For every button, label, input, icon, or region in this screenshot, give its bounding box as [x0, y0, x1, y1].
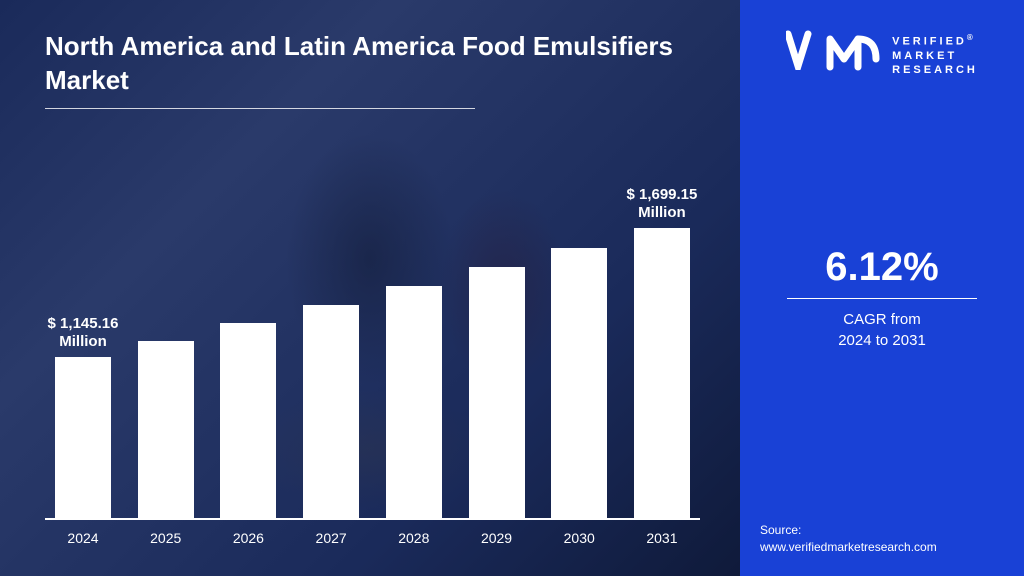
- bar-wrapper: [220, 323, 276, 518]
- bar-wrapper: [386, 286, 442, 518]
- x-axis-label: 2031: [634, 530, 690, 546]
- title-divider: [45, 108, 475, 109]
- source-label: Source:: [760, 522, 937, 539]
- x-axis-label: 2024: [55, 530, 111, 546]
- chart-panel: North America and Latin America Food Emu…: [0, 0, 740, 576]
- bar-wrapper: $ 1,699.15Million: [634, 228, 690, 518]
- logo-m-icon: [826, 31, 882, 80]
- cagr-divider: [787, 298, 977, 299]
- bar: [386, 286, 442, 518]
- source-block: Source: www.verifiedmarketresearch.com: [760, 522, 937, 556]
- cagr-value: 6.12%: [787, 245, 977, 298]
- x-axis-label: 2028: [386, 530, 442, 546]
- bar: [634, 228, 690, 518]
- x-axis-label: 2029: [469, 530, 525, 546]
- cagr-desc-line1: CAGR from: [787, 309, 977, 330]
- bar: [138, 341, 194, 518]
- bars-container: $ 1,145.16Million $ 1,699.15Million: [45, 129, 700, 520]
- bar-value-label: $ 1,145.16Million: [48, 315, 119, 351]
- bar: [303, 305, 359, 518]
- bar-wrapper: [303, 305, 359, 518]
- bar-wrapper: [551, 248, 607, 518]
- bar-wrapper: [138, 341, 194, 518]
- logo-text: VERIFIED® MARKET RESEARCH: [892, 33, 978, 78]
- x-axis-label: 2027: [303, 530, 359, 546]
- bar: [469, 267, 525, 518]
- x-axis-labels: 2024 2025 2026 2027 2028 2029 2030 2031: [45, 520, 700, 546]
- logo-v-icon: [786, 30, 820, 80]
- chart-title: North America and Latin America Food Emu…: [45, 30, 700, 98]
- cagr-description: CAGR from 2024 to 2031: [787, 309, 977, 351]
- x-axis-label: 2025: [138, 530, 194, 546]
- bar-wrapper: [469, 267, 525, 518]
- bar-wrapper: $ 1,145.16Million: [55, 357, 111, 518]
- cagr-desc-line2: 2024 to 2031: [787, 330, 977, 351]
- brand-line1: VERIFIED: [892, 35, 967, 47]
- brand-logo: VERIFIED® MARKET RESEARCH: [786, 30, 978, 80]
- source-url: www.verifiedmarketresearch.com: [760, 539, 937, 556]
- bar: [551, 248, 607, 518]
- brand-line3: RESEARCH: [892, 63, 978, 77]
- cagr-block: 6.12% CAGR from 2024 to 2031: [787, 245, 977, 351]
- x-axis-label: 2030: [551, 530, 607, 546]
- bar: [220, 323, 276, 518]
- bar: [55, 357, 111, 518]
- bar-value-label: $ 1,699.15Million: [626, 186, 697, 222]
- bar-chart: $ 1,145.16Million$ 1,699.15Million 20242…: [45, 129, 700, 546]
- x-axis-label: 2026: [220, 530, 276, 546]
- brand-line2: MARKET: [892, 49, 978, 63]
- logo-mark: [786, 30, 882, 80]
- info-panel: VERIFIED® MARKET RESEARCH 6.12% CAGR fro…: [740, 0, 1024, 576]
- registered-mark: ®: [967, 33, 976, 42]
